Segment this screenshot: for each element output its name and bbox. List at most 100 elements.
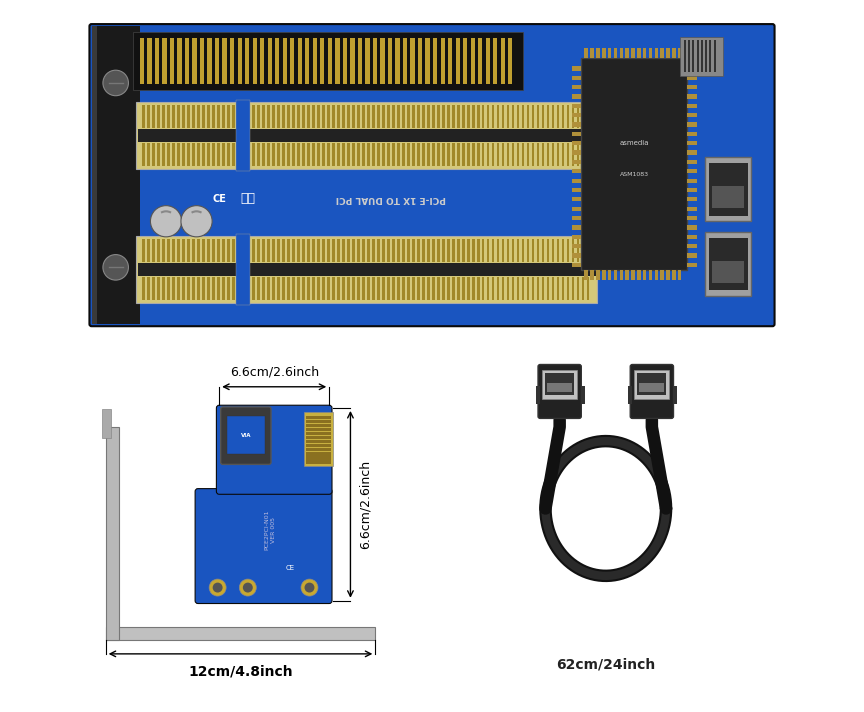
Bar [222, 239, 225, 262]
Bar [688, 150, 696, 155]
Bar [678, 271, 682, 280]
Bar [576, 277, 580, 300]
Bar [242, 105, 245, 128]
Bar [572, 197, 581, 201]
Bar [307, 440, 331, 444]
Bar [152, 239, 155, 262]
Bar [236, 100, 250, 172]
Bar [639, 383, 664, 392]
Bar [327, 239, 330, 262]
Bar [418, 38, 422, 84]
Bar [581, 143, 584, 167]
Bar [307, 277, 309, 300]
Bar [572, 75, 581, 80]
Bar [202, 143, 205, 167]
Bar [391, 105, 395, 128]
Bar [192, 143, 194, 167]
Bar [613, 48, 617, 58]
Bar [290, 38, 295, 84]
Bar [230, 38, 234, 84]
Bar [643, 48, 646, 58]
Bar [187, 143, 190, 167]
Bar [332, 239, 334, 262]
Bar [531, 105, 535, 128]
Bar [350, 38, 354, 84]
Bar [576, 105, 580, 128]
Bar [452, 105, 454, 128]
Bar [262, 105, 264, 128]
Bar [678, 48, 682, 58]
Bar [688, 263, 696, 267]
Bar [522, 277, 524, 300]
Bar [666, 271, 670, 280]
Bar [102, 409, 111, 438]
Bar [358, 38, 362, 84]
Bar [152, 143, 155, 167]
FancyBboxPatch shape [90, 24, 774, 326]
FancyBboxPatch shape [538, 365, 581, 419]
Bar [506, 277, 510, 300]
Bar [252, 38, 257, 84]
Circle shape [239, 579, 257, 596]
FancyBboxPatch shape [195, 488, 332, 604]
Bar [572, 104, 581, 108]
FancyBboxPatch shape [630, 365, 674, 419]
Bar [427, 239, 429, 262]
Bar [506, 105, 510, 128]
Bar [708, 163, 747, 216]
Bar [317, 239, 320, 262]
Bar [192, 105, 194, 128]
Bar [352, 277, 354, 300]
Bar [307, 444, 331, 447]
Bar [688, 95, 696, 99]
Text: PCI-E 1X TO DUAL PCI: PCI-E 1X TO DUAL PCI [336, 194, 447, 204]
Bar [590, 271, 594, 280]
Bar [206, 105, 210, 128]
Bar [551, 143, 555, 167]
Bar [649, 48, 652, 58]
Bar [705, 232, 751, 295]
Bar [297, 277, 300, 300]
Bar [637, 271, 640, 280]
Bar [542, 143, 544, 167]
Bar [556, 239, 559, 262]
Bar [302, 277, 305, 300]
Bar [105, 627, 375, 639]
Bar [457, 277, 460, 300]
Bar [276, 105, 280, 128]
Bar [276, 143, 280, 167]
Bar [567, 277, 569, 300]
Bar [366, 277, 370, 300]
Bar [522, 105, 524, 128]
Bar [162, 277, 165, 300]
Bar [397, 143, 399, 167]
Bar [447, 239, 449, 262]
Bar [517, 105, 519, 128]
Bar [576, 239, 580, 262]
Bar [705, 157, 751, 221]
Bar [527, 277, 530, 300]
Bar [391, 277, 395, 300]
Bar [502, 143, 505, 167]
Bar [242, 239, 245, 262]
Bar [422, 105, 424, 128]
Bar [357, 277, 359, 300]
Bar [531, 277, 535, 300]
Bar [177, 277, 180, 300]
Bar [206, 239, 210, 262]
Bar [187, 277, 190, 300]
Bar [257, 277, 260, 300]
Bar [212, 105, 215, 128]
Bar [572, 244, 581, 248]
Bar [343, 38, 347, 84]
Bar [572, 169, 581, 174]
Bar [572, 235, 581, 239]
Bar [237, 277, 239, 300]
Bar [626, 48, 629, 58]
Bar [542, 277, 544, 300]
Bar [137, 236, 597, 303]
Bar [619, 271, 623, 280]
Bar [197, 277, 200, 300]
Bar [572, 263, 581, 267]
Bar [227, 417, 264, 454]
